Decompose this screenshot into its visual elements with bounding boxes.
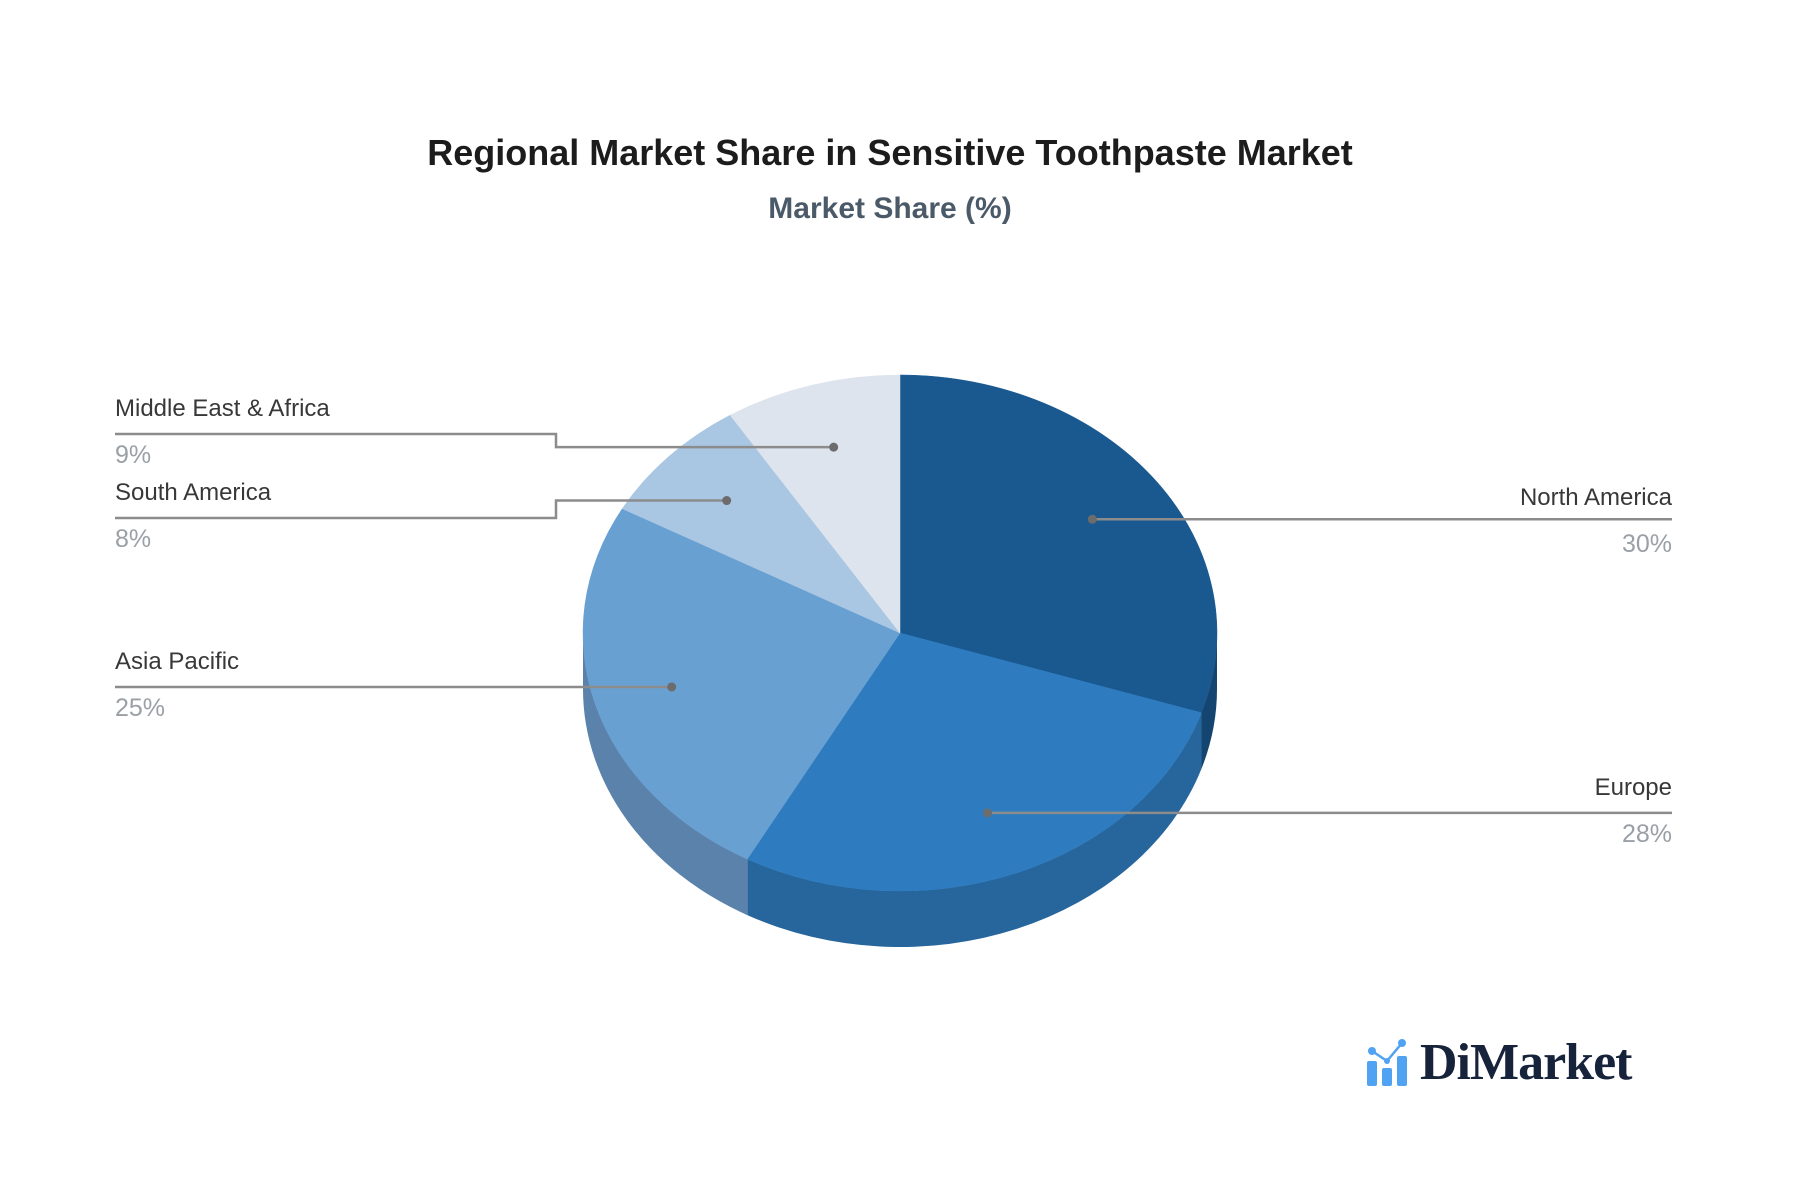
slice-label-north-america: North America	[1519, 484, 1672, 511]
logo-wordmark: DiMarket	[1420, 1034, 1632, 1092]
pie-slice-side-north-america	[1201, 633, 1217, 769]
label-connector-dot-europe	[983, 808, 993, 818]
label-connector-dot-middle-east-africa	[829, 442, 839, 452]
label-connector-south-america	[115, 499, 727, 520]
label-connector-dot-north-america	[1087, 514, 1097, 524]
slice-label-middle-east-africa: Middle East & Africa	[115, 395, 330, 422]
bar-chart-logo-icon	[1367, 1039, 1407, 1086]
slice-value-middle-east-africa: 9%	[115, 441, 152, 469]
slice-label-asia-pacific: Asia Pacific	[115, 648, 240, 675]
label-connector-dot-asia-pacific	[667, 682, 677, 692]
pie-slice-europe[interactable]	[746, 632, 1202, 892]
slice-label-europe: Europe	[1594, 774, 1672, 801]
pie-slice-south-america[interactable]	[621, 414, 901, 634]
pie-slice-side-europe	[747, 712, 1202, 948]
slice-label-south-america: South America	[115, 479, 272, 506]
dimarket-logo: DiMarket	[1364, 1034, 1632, 1092]
pie-slice-asia-pacific[interactable]	[582, 508, 901, 860]
slice-value-south-america: 8%	[115, 525, 152, 553]
slice-value-north-america: 30%	[1621, 530, 1672, 558]
pie-slice-side-asia-pacific	[583, 633, 748, 916]
chart-title: Regional Market Share in Sensitive Tooth…	[427, 132, 1353, 173]
slice-value-asia-pacific: 25%	[115, 694, 166, 722]
pie-slice-middle-east-africa[interactable]	[729, 374, 901, 634]
pie-slice-north-america[interactable]	[899, 374, 1218, 714]
label-connector-middle-east-africa	[115, 432, 834, 449]
label-connector-dot-south-america	[722, 496, 732, 506]
slice-value-europe: 28%	[1621, 820, 1672, 848]
chart-subtitle: Market Share (%)	[768, 192, 1012, 225]
